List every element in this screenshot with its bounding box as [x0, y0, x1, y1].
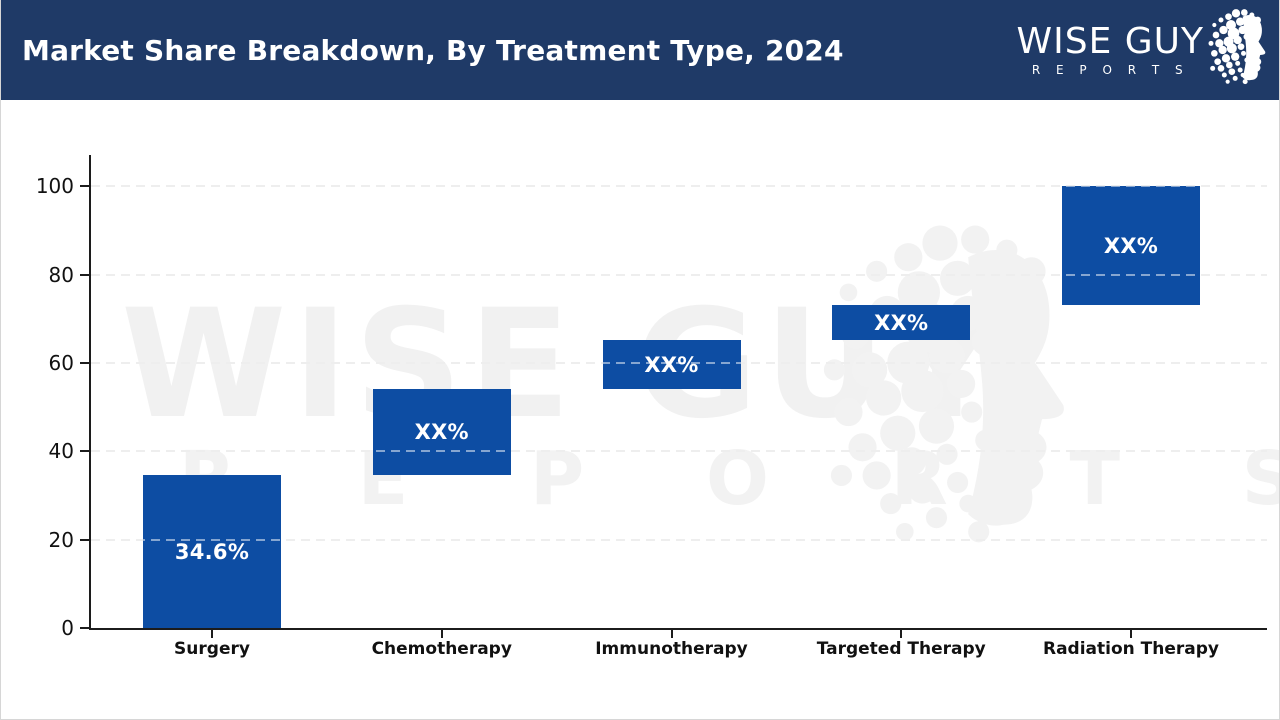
x-category-label-2: Chemotherapy — [371, 639, 512, 659]
y-tick-20 — [80, 538, 89, 541]
bar-value-label: XX% — [874, 310, 929, 335]
bar-value-label: 34.6% — [174, 539, 250, 564]
bar-targeted-therapy: XX% — [832, 305, 971, 341]
waterfall-chart: 0 20 40 60 80 100 34.6% Surgery XX% Chemotherapy X… — [1, 100, 1279, 719]
y-tick-80 — [80, 273, 89, 276]
y-axis-line — [89, 155, 91, 630]
x-category-label-4: Targeted Therapy — [816, 639, 986, 659]
header-bar: Market Share Breakdown, By Treatment Typ… — [1, 0, 1279, 100]
y-tick-label-0: 0 — [61, 616, 74, 640]
x-tick-5 — [1130, 630, 1132, 638]
logo-name: WISE GUY — [1016, 20, 1204, 62]
x-tick-2 — [440, 630, 443, 638]
gridline-overlay-20 — [91, 538, 1267, 541]
logo-text: WISE GUY R E P O R T S — [1016, 20, 1205, 77]
bar-surgery: 34.6% — [143, 475, 281, 628]
y-tick-label-60: 60 — [48, 351, 74, 376]
bar-value-label: XX% — [414, 420, 469, 445]
x-tick-4 — [900, 630, 903, 638]
gridline-overlay-100 — [91, 185, 1267, 188]
x-tick-1 — [211, 630, 213, 638]
y-tick-60 — [80, 362, 89, 365]
logo-subtitle: R E P O R T S — [1031, 62, 1189, 77]
x-category-label-3: Immunotherapy — [595, 639, 748, 659]
y-tick-0 — [80, 627, 89, 629]
gridline-overlay-80 — [91, 273, 1267, 276]
wise-guy-logo: WISE GUY R E P O R T S — [1017, 8, 1267, 92]
logo-head-icon — [1206, 8, 1266, 92]
x-category-label-5: Radiation Therapy — [1042, 639, 1220, 659]
bar-value-label: XX% — [644, 352, 699, 377]
y-tick-100 — [80, 185, 89, 188]
x-tick-3 — [670, 630, 673, 638]
gridline-overlay-40 — [91, 450, 1267, 453]
y-tick-40 — [80, 450, 89, 453]
y-tick-label-100: 100 — [35, 174, 74, 199]
y-tick-label-40: 40 — [48, 439, 74, 464]
x-axis-line — [89, 628, 1267, 630]
gridline-overlay-60 — [91, 362, 1267, 365]
y-tick-label-80: 80 — [48, 262, 74, 287]
chart-title: Market Share Breakdown, By Treatment Typ… — [22, 33, 844, 67]
x-category-label-1: Surgery — [174, 639, 250, 659]
y-tick-label-20: 20 — [48, 527, 74, 552]
bar-radiation-therapy: XX% — [1062, 186, 1200, 306]
bar-value-label: XX% — [1103, 233, 1159, 258]
bar-chemotherapy: XX% — [372, 389, 511, 476]
bar-immunotherapy: XX% — [602, 340, 741, 390]
